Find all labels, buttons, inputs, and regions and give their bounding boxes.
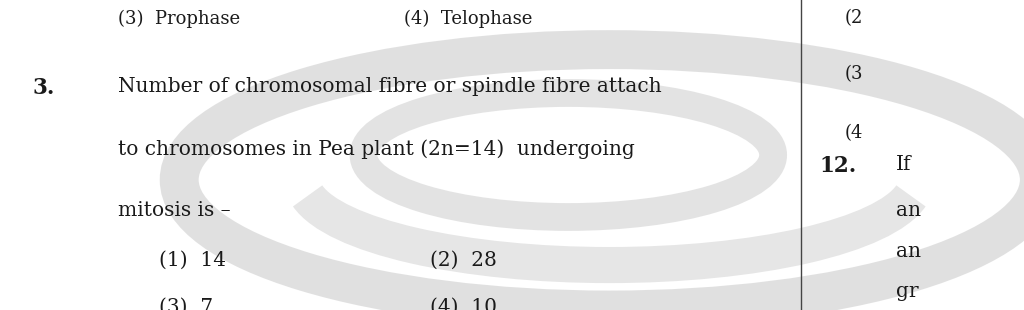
Text: (4: (4 xyxy=(845,124,863,142)
Text: (1)  14: (1) 14 xyxy=(159,251,225,270)
Text: to chromosomes in Pea plant (2n=14)  undergoing: to chromosomes in Pea plant (2n=14) unde… xyxy=(118,140,635,159)
Text: (3: (3 xyxy=(845,65,863,83)
Text: 3.: 3. xyxy=(33,78,55,100)
Text: (4)  10: (4) 10 xyxy=(430,298,497,310)
Text: an: an xyxy=(896,242,921,261)
Text: (2)  28: (2) 28 xyxy=(430,251,497,270)
Text: (3)  Prophase: (3) Prophase xyxy=(118,9,240,28)
Text: 12.: 12. xyxy=(819,155,856,177)
Text: (2: (2 xyxy=(845,9,863,27)
Text: (3)  7: (3) 7 xyxy=(159,298,213,310)
Text: Number of chromosomal fibre or spindle fibre attach: Number of chromosomal fibre or spindle f… xyxy=(118,78,662,96)
Text: an: an xyxy=(896,202,921,220)
Text: gr: gr xyxy=(896,282,919,301)
Text: If: If xyxy=(896,155,911,174)
Text: (4)  Telophase: (4) Telophase xyxy=(404,9,532,28)
Text: mitosis is –: mitosis is – xyxy=(118,202,230,220)
